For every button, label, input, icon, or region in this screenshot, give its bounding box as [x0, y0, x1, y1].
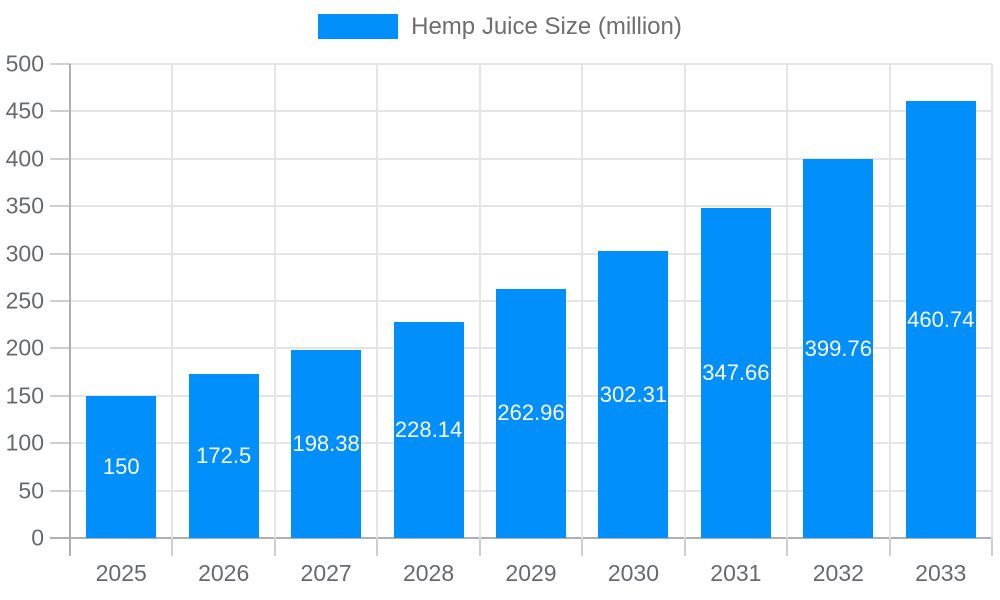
bar-value-label: 198.38 — [292, 430, 360, 456]
x-axis-tick — [69, 538, 71, 556]
y-gridline — [70, 205, 992, 208]
bar-value-label: 150 — [102, 453, 140, 479]
x-axis-tick — [991, 538, 993, 556]
x-axis-label: 2033 — [915, 560, 967, 586]
x-axis-line — [70, 537, 992, 539]
bar-2027[interactable] — [291, 349, 362, 538]
x-axis-label: 2027 — [300, 560, 352, 586]
x-axis-label: 2029 — [505, 560, 557, 586]
x-axis-label: 2025 — [95, 560, 147, 586]
bar-2032[interactable] — [803, 159, 874, 538]
bar-value-label: 302.31 — [599, 381, 668, 407]
y-axis-label: 50 — [18, 477, 44, 504]
bar-value-label: 460.74 — [907, 306, 975, 332]
y-axis-tick — [50, 347, 70, 350]
x-gridline — [683, 64, 686, 538]
legend-swatch — [318, 14, 399, 39]
y-axis-label: 500 — [5, 50, 44, 77]
bar-value-label: 347.66 — [702, 360, 770, 386]
y-axis-label: 150 — [5, 382, 44, 409]
y-axis-label: 100 — [5, 429, 44, 456]
x-axis-label: 2026 — [198, 560, 250, 586]
y-axis-line — [69, 64, 71, 538]
y-axis-tick — [50, 252, 70, 255]
y-axis-label: 250 — [5, 287, 44, 314]
y-gridline — [70, 252, 992, 255]
y-axis-label: 300 — [5, 240, 44, 267]
x-gridline — [376, 64, 379, 538]
y-axis-tick — [50, 394, 70, 397]
y-axis-tick — [50, 537, 70, 539]
bar-value-label: 399.76 — [804, 335, 872, 361]
y-axis-label: 0 — [31, 524, 44, 551]
y-axis-tick — [50, 63, 70, 65]
x-gridline — [991, 64, 993, 538]
x-gridline — [273, 64, 276, 538]
x-axis-tick — [683, 538, 686, 556]
x-axis-label: 2028 — [402, 560, 455, 586]
bar-value-label: 172.5 — [196, 443, 252, 469]
y-axis-tick — [50, 110, 70, 113]
y-axis-tick — [50, 489, 70, 492]
x-gridline — [581, 64, 584, 538]
bar-2029[interactable] — [496, 288, 566, 538]
x-axis-tick — [478, 538, 481, 556]
x-gridline — [478, 64, 481, 538]
bar-value-label: 228.14 — [394, 416, 463, 442]
x-gridline — [888, 64, 891, 538]
y-axis-tick — [50, 157, 70, 160]
x-axis-tick — [376, 538, 379, 556]
bar-2030[interactable] — [598, 251, 669, 538]
bar-value-label: 262.96 — [497, 400, 565, 426]
y-axis-tick — [50, 205, 70, 208]
y-axis-label: 450 — [5, 97, 44, 124]
x-axis-tick — [273, 538, 276, 556]
x-axis-tick — [786, 538, 789, 556]
y-axis-tick — [50, 300, 70, 302]
x-axis-tick — [171, 538, 174, 556]
legend-item[interactable]: Hemp Juice Size (million) — [0, 14, 1000, 39]
x-gridline — [786, 64, 789, 538]
x-gridline — [171, 64, 174, 538]
bar-2028[interactable] — [393, 321, 464, 538]
bar-2033[interactable] — [905, 101, 976, 538]
bar-2025[interactable] — [86, 395, 157, 538]
x-axis-label: 2030 — [607, 560, 660, 586]
x-axis-label: 2032 — [812, 560, 864, 586]
y-axis-label: 400 — [5, 145, 44, 172]
x-axis-tick — [581, 538, 584, 556]
x-axis-label: 2031 — [710, 560, 762, 586]
bar-2031[interactable] — [700, 208, 771, 538]
y-axis-label: 350 — [5, 192, 44, 219]
bar-2026[interactable] — [188, 374, 259, 538]
y-axis-label: 200 — [5, 334, 44, 361]
y-axis-tick — [50, 442, 70, 445]
legend-label: Hemp Juice Size (million) — [411, 12, 682, 40]
y-gridline — [70, 157, 992, 160]
y-gridline — [70, 63, 992, 65]
x-axis-tick — [888, 538, 891, 556]
y-gridline — [70, 110, 992, 113]
